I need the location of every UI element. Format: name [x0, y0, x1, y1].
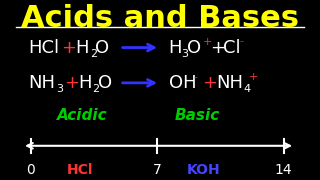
Text: KOH: KOH — [186, 163, 220, 177]
Text: 0: 0 — [26, 163, 35, 177]
Text: 4: 4 — [243, 84, 251, 94]
Text: 3: 3 — [181, 49, 188, 58]
Text: 2: 2 — [90, 49, 97, 58]
Text: +: + — [202, 74, 217, 92]
Text: Acids and Bases: Acids and Bases — [21, 4, 299, 33]
Text: +: + — [64, 74, 79, 92]
Text: OH: OH — [169, 74, 196, 92]
Text: H: H — [78, 74, 92, 92]
Text: +: + — [248, 72, 258, 82]
Text: H: H — [75, 39, 89, 57]
Text: NH: NH — [216, 74, 243, 92]
Text: O: O — [98, 74, 112, 92]
Text: H: H — [169, 39, 182, 57]
Text: -: - — [194, 72, 198, 82]
Text: Acidic: Acidic — [57, 108, 108, 123]
Text: HCl: HCl — [66, 163, 93, 177]
Text: -: - — [239, 37, 243, 46]
Text: +: + — [61, 39, 76, 57]
Text: Cl: Cl — [223, 39, 241, 57]
Text: O: O — [187, 39, 201, 57]
Text: HCl: HCl — [28, 39, 59, 57]
Text: O: O — [95, 39, 109, 57]
Text: NH: NH — [28, 74, 55, 92]
Text: +: + — [203, 37, 212, 46]
Text: Basic: Basic — [175, 108, 220, 123]
Text: 2: 2 — [92, 84, 99, 94]
Text: 14: 14 — [275, 163, 292, 177]
Text: 7: 7 — [153, 163, 162, 177]
Text: +: + — [210, 39, 225, 57]
Text: 3: 3 — [56, 84, 63, 94]
